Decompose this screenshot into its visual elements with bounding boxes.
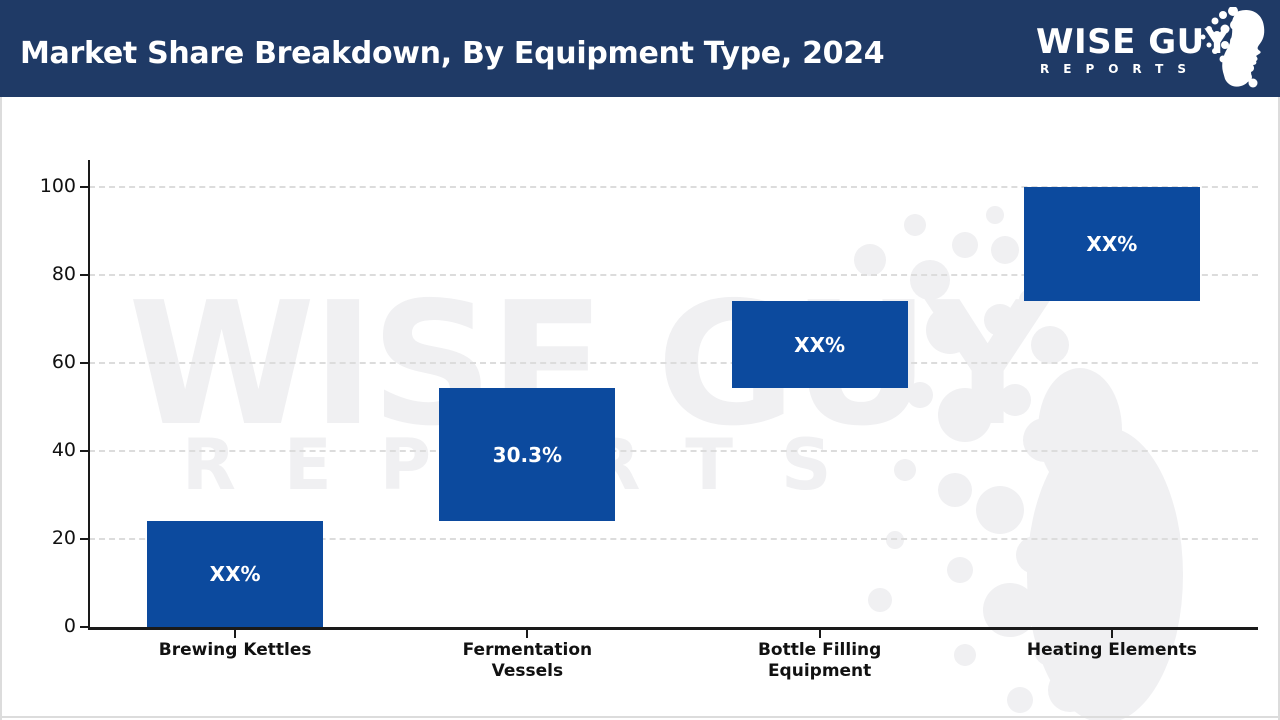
y-gridline <box>89 186 1258 188</box>
x-tick-mark <box>818 630 821 638</box>
dotted-face-profile-icon <box>1200 7 1265 88</box>
x-tick-mark <box>526 630 529 638</box>
bar-fermentation-vessels: 30.3% <box>439 388 616 522</box>
x-tick-mark <box>1110 630 1113 638</box>
bar-value-label: XX% <box>794 332 846 357</box>
y-tick-mark <box>80 450 89 452</box>
page-title: Market Share Breakdown, By Equipment Typ… <box>20 36 885 71</box>
y-gridline <box>89 538 1258 540</box>
y-tick-mark <box>80 362 89 364</box>
y-tick-mark <box>80 626 89 628</box>
bar-value-label: XX% <box>1086 232 1138 257</box>
header-bar: Market Share Breakdown, By Equipment Typ… <box>0 0 1280 97</box>
page-edge-bottom <box>0 716 1280 718</box>
logo-subtitle: REPORTS <box>1040 62 1200 76</box>
page-edge-left <box>0 97 2 720</box>
y-tick-label: 100 <box>39 175 76 197</box>
y-tick-label: 80 <box>51 263 76 285</box>
bar-value-label: 30.3% <box>492 442 563 467</box>
x-tick-mark <box>234 630 237 638</box>
y-gridline <box>89 362 1258 364</box>
page-edge-right <box>1278 97 1280 720</box>
bar-heating-elements: XX% <box>1023 187 1200 302</box>
x-category-label: Brewing Kettles <box>158 640 312 660</box>
y-tick-label: 0 <box>63 615 76 637</box>
bar-brewing-kettles: XX% <box>147 521 324 627</box>
logo-wordmark: WISE GUY <box>1036 22 1230 62</box>
wiseguy-logo: WISE GUY REPORTS <box>1003 0 1268 97</box>
y-tick-mark <box>80 538 89 540</box>
y-tick-label: 40 <box>51 439 76 461</box>
y-gridline <box>89 450 1258 452</box>
y-tick-label: 20 <box>51 527 76 549</box>
y-gridline <box>89 274 1258 276</box>
y-axis-spine <box>88 160 90 629</box>
x-axis-spine <box>88 627 1258 630</box>
bar-bottle-filling-equipment: XX% <box>731 301 908 389</box>
y-tick-mark <box>80 274 89 276</box>
bar-value-label: XX% <box>209 562 261 587</box>
y-tick-mark <box>80 186 89 188</box>
y-tick-label: 60 <box>51 351 76 373</box>
x-category-label: Bottle Filling Equipment <box>757 640 882 681</box>
x-category-label: Fermentation Vessels <box>462 640 593 681</box>
x-category-label: Heating Elements <box>1026 640 1197 660</box>
